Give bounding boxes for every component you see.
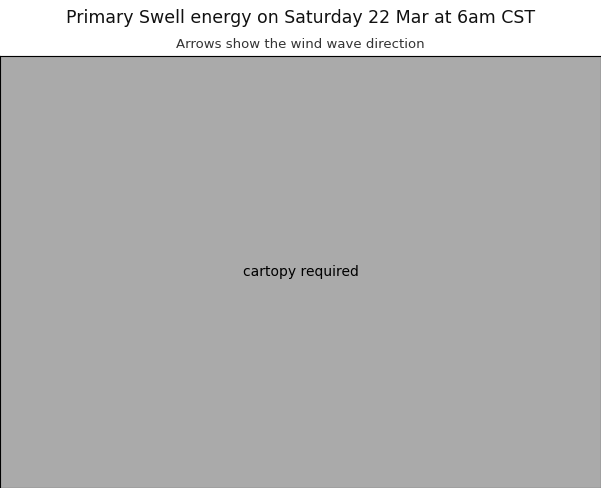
Text: Arrows show the wind wave direction: Arrows show the wind wave direction <box>176 39 425 51</box>
Text: cartopy required: cartopy required <box>243 265 358 279</box>
Text: Primary Swell energy on Saturday 22 Mar at 6am CST: Primary Swell energy on Saturday 22 Mar … <box>66 9 535 27</box>
